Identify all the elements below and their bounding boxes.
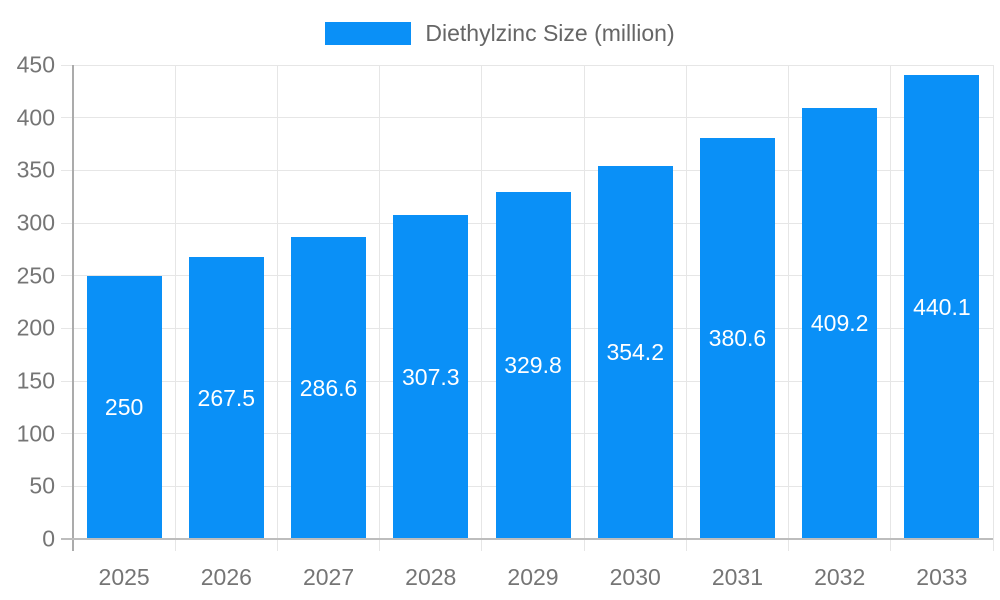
y-axis-label: 350: [16, 156, 55, 183]
h-gridline: [61, 117, 993, 119]
v-gridline: [379, 65, 381, 551]
v-gridline: [788, 65, 790, 551]
bar-value-label: 354.2: [606, 338, 664, 365]
bar[interactable]: 440.1: [904, 75, 980, 539]
bar-value-label: 267.5: [197, 384, 256, 411]
x-axis-label: 2032: [814, 564, 866, 590]
y-axis-label: 150: [16, 367, 55, 394]
legend-swatch-icon: [325, 22, 412, 45]
bar[interactable]: 267.5: [188, 257, 264, 539]
plot-area: 250 267.5 286.6 307.3 329.8 354.2 380.6 409.2 44…: [61, 64, 994, 551]
v-gridline: [276, 65, 278, 551]
bar-value-label: 329.8: [504, 351, 562, 378]
x-axis-label: 2025: [98, 564, 150, 590]
x-axis-label: 2033: [916, 564, 968, 590]
bar[interactable]: 286.6: [291, 237, 367, 539]
y-axis-label: 300: [16, 209, 55, 236]
x-axis-line: [61, 538, 993, 540]
y-axis-label: 100: [16, 420, 55, 447]
v-gridline: [583, 65, 585, 551]
h-gridline: [61, 169, 993, 171]
bar[interactable]: 409.2: [802, 107, 878, 539]
y-axis-label: 450: [16, 51, 55, 78]
v-gridline: [890, 65, 892, 551]
x-axis-label: 2029: [507, 564, 559, 590]
bar-value-label: 440.1: [913, 293, 971, 320]
x-axis-label: 2030: [609, 564, 661, 590]
y-axis-label: 50: [29, 472, 55, 499]
y-axis-label: 400: [16, 104, 55, 131]
x-axis-label: 2027: [302, 564, 355, 590]
y-axis-line: [72, 65, 74, 551]
v-gridline: [481, 65, 483, 551]
y-axis-label: 250: [16, 262, 55, 289]
bar-value-label: 380.6: [708, 325, 767, 352]
x-axis-label: 2026: [200, 564, 252, 590]
bar-value-label: 286.6: [299, 374, 358, 401]
bar[interactable]: 307.3: [393, 215, 469, 539]
legend-label: Diethylzinc Size (million): [425, 20, 675, 46]
bar[interactable]: 329.8: [495, 191, 571, 539]
x-axis-label: 2031: [711, 564, 764, 590]
bar-value-label: 409.2: [810, 309, 869, 336]
y-axis-label: 200: [16, 314, 55, 341]
bar-value-label: 250: [104, 393, 144, 420]
v-gridline: [174, 65, 176, 551]
bar[interactable]: 380.6: [699, 138, 775, 539]
bar[interactable]: 250: [86, 275, 162, 539]
legend[interactable]: Diethylzinc Size (million): [0, 20, 1000, 47]
h-gridline: [61, 64, 993, 66]
x-axis-label: 2028: [405, 564, 457, 590]
v-gridline: [685, 65, 687, 551]
bar[interactable]: 354.2: [597, 165, 673, 539]
bar-value-label: 307.3: [401, 363, 460, 390]
v-gridline: [992, 65, 994, 551]
y-axis-label: 0: [42, 525, 55, 552]
